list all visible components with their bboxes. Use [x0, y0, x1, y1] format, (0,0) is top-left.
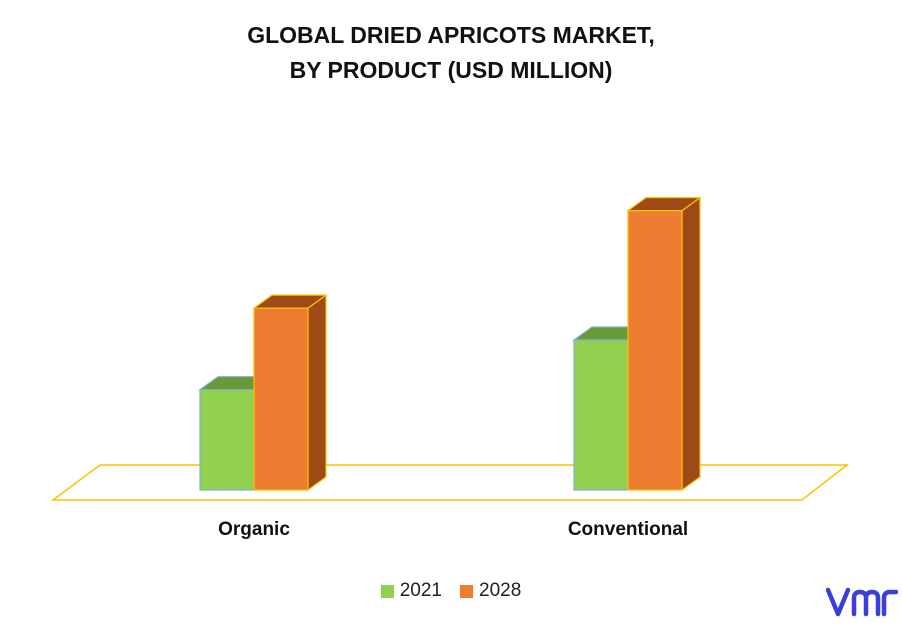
- bar-front: [573, 339, 629, 491]
- bar-front: [253, 307, 309, 491]
- legend: 2021 2028: [0, 580, 902, 602]
- bar-organic-2028: [252, 293, 328, 492]
- legend-item-2028: 2028: [460, 580, 521, 602]
- bar-side: [681, 196, 701, 492]
- bar-front: [199, 389, 255, 491]
- chart-title: GLOBAL DRIED APRICOTS MARKET, BY PRODUCT…: [0, 18, 902, 88]
- chart-title-line1: GLOBAL DRIED APRICOTS MARKET,: [247, 22, 655, 48]
- legend-swatch-2021: [380, 584, 394, 598]
- legend-item-2021: 2021: [380, 580, 442, 602]
- bars-group: [198, 196, 702, 492]
- chart-title-line2: BY PRODUCT (USD MILLION): [289, 57, 613, 83]
- category-label-organic: Organic: [218, 519, 290, 540]
- legend-label-2021: 2021: [399, 580, 442, 601]
- legend-swatch-2028: [460, 584, 473, 598]
- legend-label-2028: 2028: [479, 580, 522, 601]
- category-labels: Organic Conventional: [218, 519, 688, 540]
- vmr-logo-icon: [826, 587, 898, 617]
- category-label-conventional: Conventional: [568, 519, 688, 540]
- chart-floor: [50, 464, 850, 501]
- bar-side: [307, 293, 327, 492]
- bar-front: [627, 210, 683, 491]
- bar-conventional-2028: [626, 196, 702, 492]
